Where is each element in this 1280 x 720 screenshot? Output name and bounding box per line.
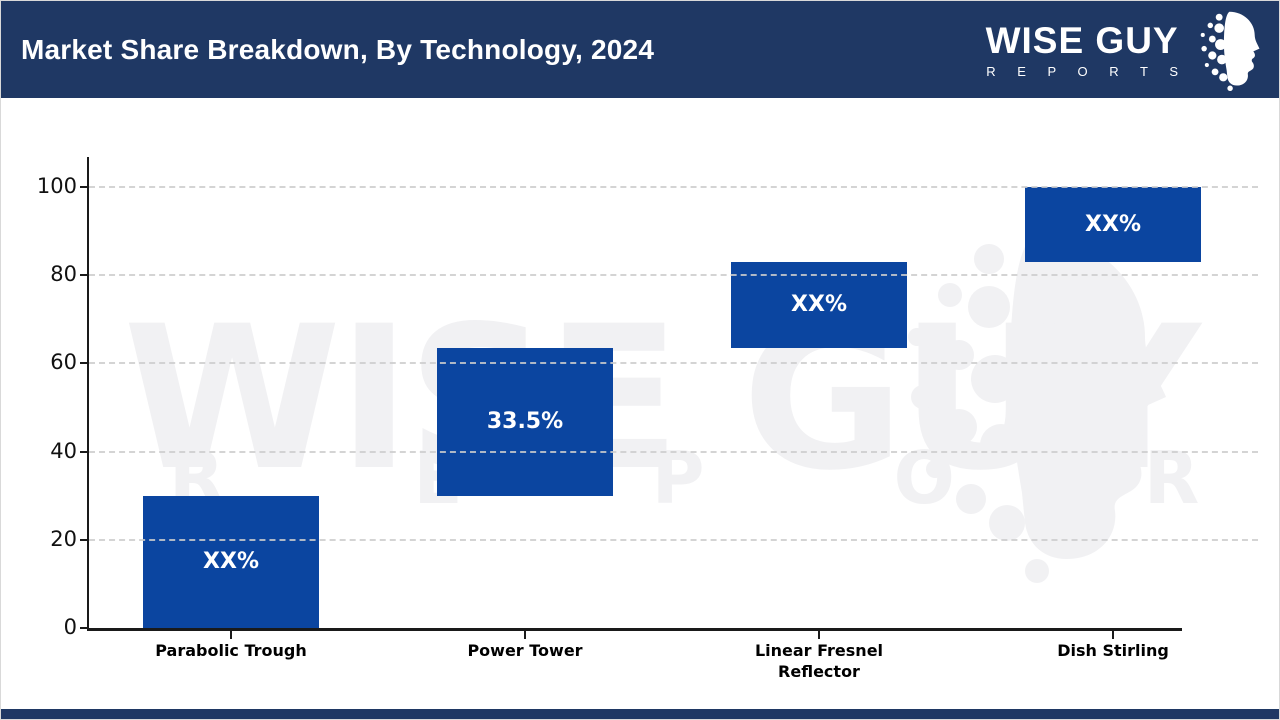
page-title: Market Share Breakdown, By Technology, 2… — [21, 33, 655, 65]
y-tick-mark — [80, 627, 89, 629]
logo-wordmark: WISE GUY — [985, 19, 1179, 61]
y-tick-mark — [80, 186, 89, 188]
logo-subtext: R E P O R T S — [986, 63, 1187, 79]
bar-value-label: XX% — [791, 292, 847, 318]
gridline — [89, 274, 1258, 277]
y-tick-mark — [80, 450, 89, 453]
x-category-label: Dish Stirling — [1057, 641, 1169, 660]
bar-value-label: XX% — [1085, 211, 1141, 237]
x-tick-mark — [230, 631, 232, 639]
y-tick-mark — [80, 274, 89, 277]
wise-guy-head-icon — [1200, 11, 1260, 91]
x-tick-mark — [1112, 631, 1114, 639]
x-category-label: Parabolic Trough — [155, 641, 307, 660]
logo-text: WISE GUY R E P O R T S — [977, 22, 1187, 78]
x-category-label: Power Tower — [467, 641, 583, 660]
y-tick-label: 80 — [50, 262, 77, 287]
y-tick-label: 60 — [50, 350, 77, 375]
x-tick-mark — [818, 631, 820, 639]
x-axis — [87, 628, 1182, 631]
y-tick-mark — [80, 362, 89, 365]
y-tick-mark — [80, 538, 89, 541]
gridline — [89, 186, 1258, 188]
y-tick-label: 0 — [63, 615, 77, 639]
gridline — [89, 362, 1258, 365]
watermark-wordmark: WISE GUY — [123, 283, 1201, 514]
bar: XX% — [731, 261, 907, 348]
bar-value-label: XX% — [203, 549, 259, 575]
footer-bar — [1, 709, 1279, 719]
bar: XX% — [1025, 187, 1201, 262]
y-tick-label: 20 — [50, 526, 77, 551]
chart-area: WISE GUY R E P O R T S 0 20 40 60 80 100 XX% Pa… — [1, 98, 1280, 711]
wise-guy-logo: WISE GUY R E P O R T S — [977, 9, 1263, 91]
gridline — [89, 450, 1258, 453]
watermark-subtext: R E P O R T S — [169, 436, 1280, 520]
gridline — [89, 538, 1258, 541]
y-axis — [87, 157, 89, 631]
x-category-label: Linear Fresnel Reflector — [754, 641, 884, 682]
header: Market Share Breakdown, By Technology, 2… — [1, 1, 1279, 98]
bar: XX% — [143, 495, 319, 628]
y-tick-label: 100 — [36, 174, 77, 198]
bar: 33.5% — [437, 347, 613, 496]
bar-value-label: 33.5% — [486, 409, 564, 435]
y-tick-label: 40 — [50, 438, 77, 463]
x-tick-mark — [524, 631, 526, 639]
